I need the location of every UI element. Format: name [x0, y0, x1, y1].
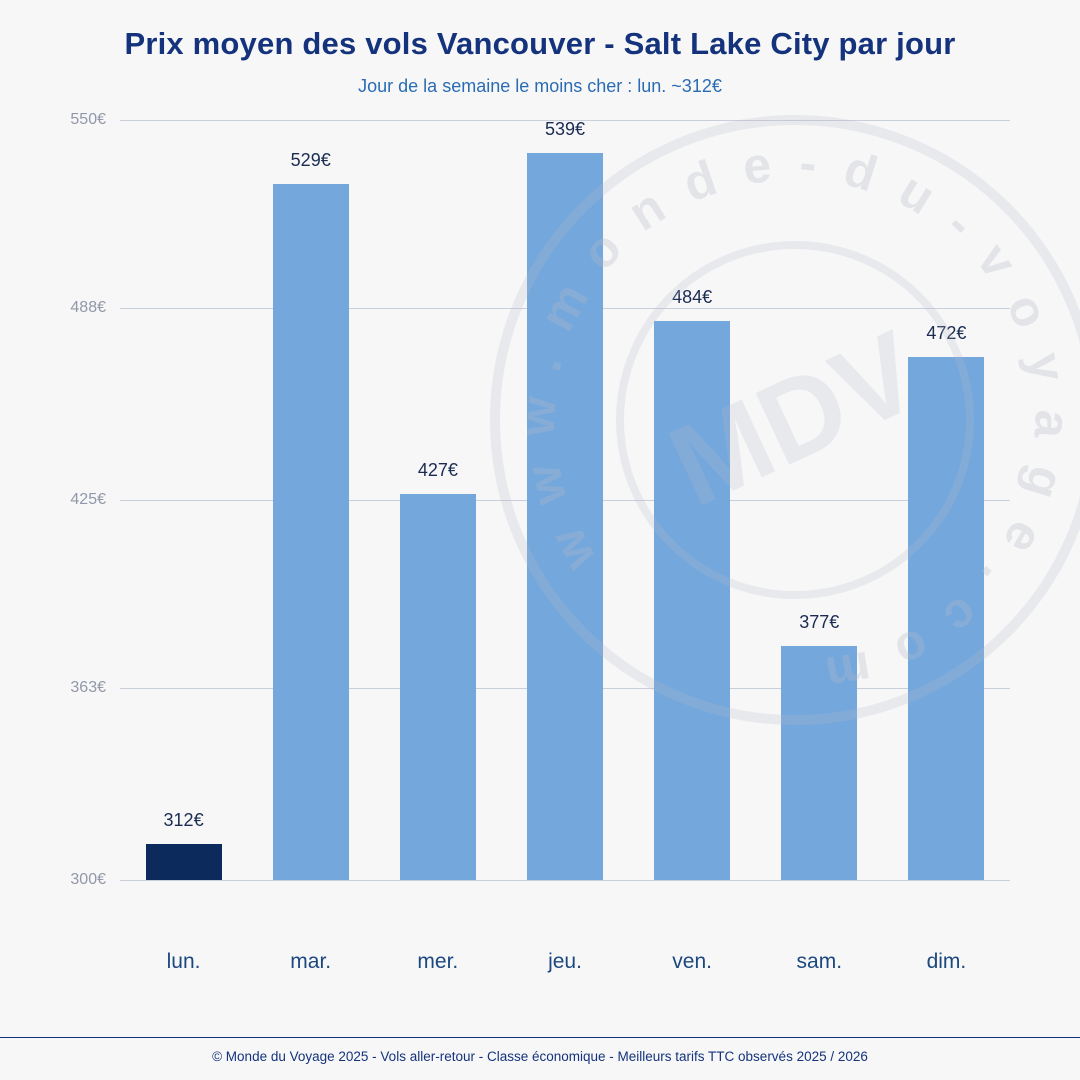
chart-title: Prix moyen des vols Vancouver - Salt Lak…	[124, 26, 956, 61]
x-axis-label: lun.	[166, 950, 201, 973]
bar-value-label: 539€	[544, 119, 586, 140]
y-axis-tick-label: 488€	[70, 299, 106, 317]
footer-divider	[0, 1037, 1080, 1038]
bar-value-label: 529€	[290, 149, 331, 170]
bar-mer	[399, 493, 476, 880]
y-axis-tick-label: 425€	[70, 491, 106, 508]
y-axis-tick-label: 550€	[70, 111, 106, 128]
bar-ven	[654, 320, 731, 880]
bar-mar	[272, 183, 349, 880]
bar-value-label: 377€	[799, 611, 840, 632]
footer-credit: © Monde du Voyage 2025 - Vols aller-reto…	[212, 1049, 868, 1064]
bar-chart-plot-area: 550€ 488€ 425€ 363€ 300€ 312€ lun. 529€ mar. 427€…	[70, 111, 1010, 973]
bar-value-label: 484€	[672, 286, 713, 307]
x-axis-label: mer.	[417, 950, 459, 973]
x-axis-label: sam.	[796, 950, 843, 973]
bar-dim	[908, 357, 985, 880]
bar-sam	[781, 645, 858, 880]
bar-value-label: 427€	[417, 459, 458, 480]
x-axis-label: mar.	[290, 950, 332, 973]
x-axis-label: dim.	[926, 950, 967, 973]
y-axis-tick-label: 363€	[70, 679, 106, 697]
gridline	[120, 880, 1010, 881]
y-axis-tick-label: 300€	[70, 871, 106, 888]
chart-subtitle: Jour de la semaine le moins cher : lun. …	[358, 76, 722, 96]
gridline	[120, 120, 1010, 121]
bar-lun	[145, 843, 222, 880]
bar-value-label: 312€	[163, 809, 204, 830]
x-axis-label: jeu.	[548, 950, 582, 973]
bar-value-label: 472€	[926, 323, 967, 344]
bar-jeu	[527, 153, 603, 880]
x-axis-label: ven.	[672, 950, 712, 973]
